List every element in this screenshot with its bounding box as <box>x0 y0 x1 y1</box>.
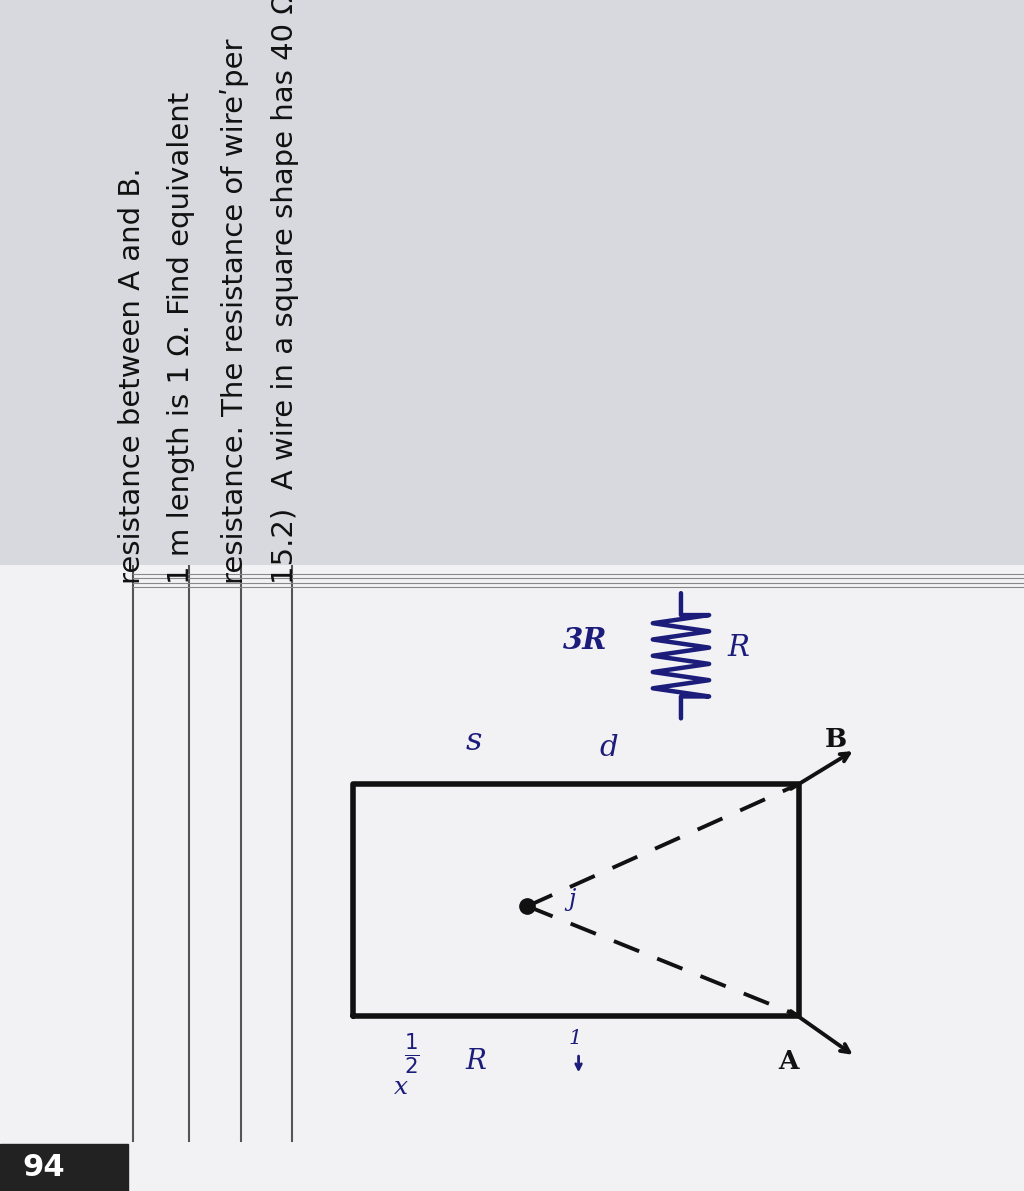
Text: d: d <box>599 734 617 762</box>
FancyBboxPatch shape <box>0 565 1024 1191</box>
Text: B: B <box>824 727 847 752</box>
Text: s: s <box>466 725 482 756</box>
Text: resistance. The resistance of wireʹper: resistance. The resistance of wireʹper <box>220 38 249 584</box>
Text: 15.2)  A wire in a square shape has 40 Ω: 15.2) A wire in a square shape has 40 Ω <box>271 0 299 584</box>
Text: 1: 1 <box>568 1029 582 1048</box>
Text: $\frac{1}{2}$: $\frac{1}{2}$ <box>404 1031 420 1077</box>
Text: 3R: 3R <box>563 626 607 655</box>
Text: resistance between A and B.: resistance between A and B. <box>118 167 145 584</box>
Text: R: R <box>727 634 749 662</box>
Text: x: x <box>394 1075 409 1099</box>
Text: 94: 94 <box>23 1153 66 1181</box>
Text: A: A <box>778 1049 799 1074</box>
Text: j: j <box>568 888 575 911</box>
FancyBboxPatch shape <box>0 1145 128 1191</box>
Text: R: R <box>466 1048 486 1075</box>
Text: 1 m length is 1 Ω. Find equivalent: 1 m length is 1 Ω. Find equivalent <box>167 92 195 584</box>
